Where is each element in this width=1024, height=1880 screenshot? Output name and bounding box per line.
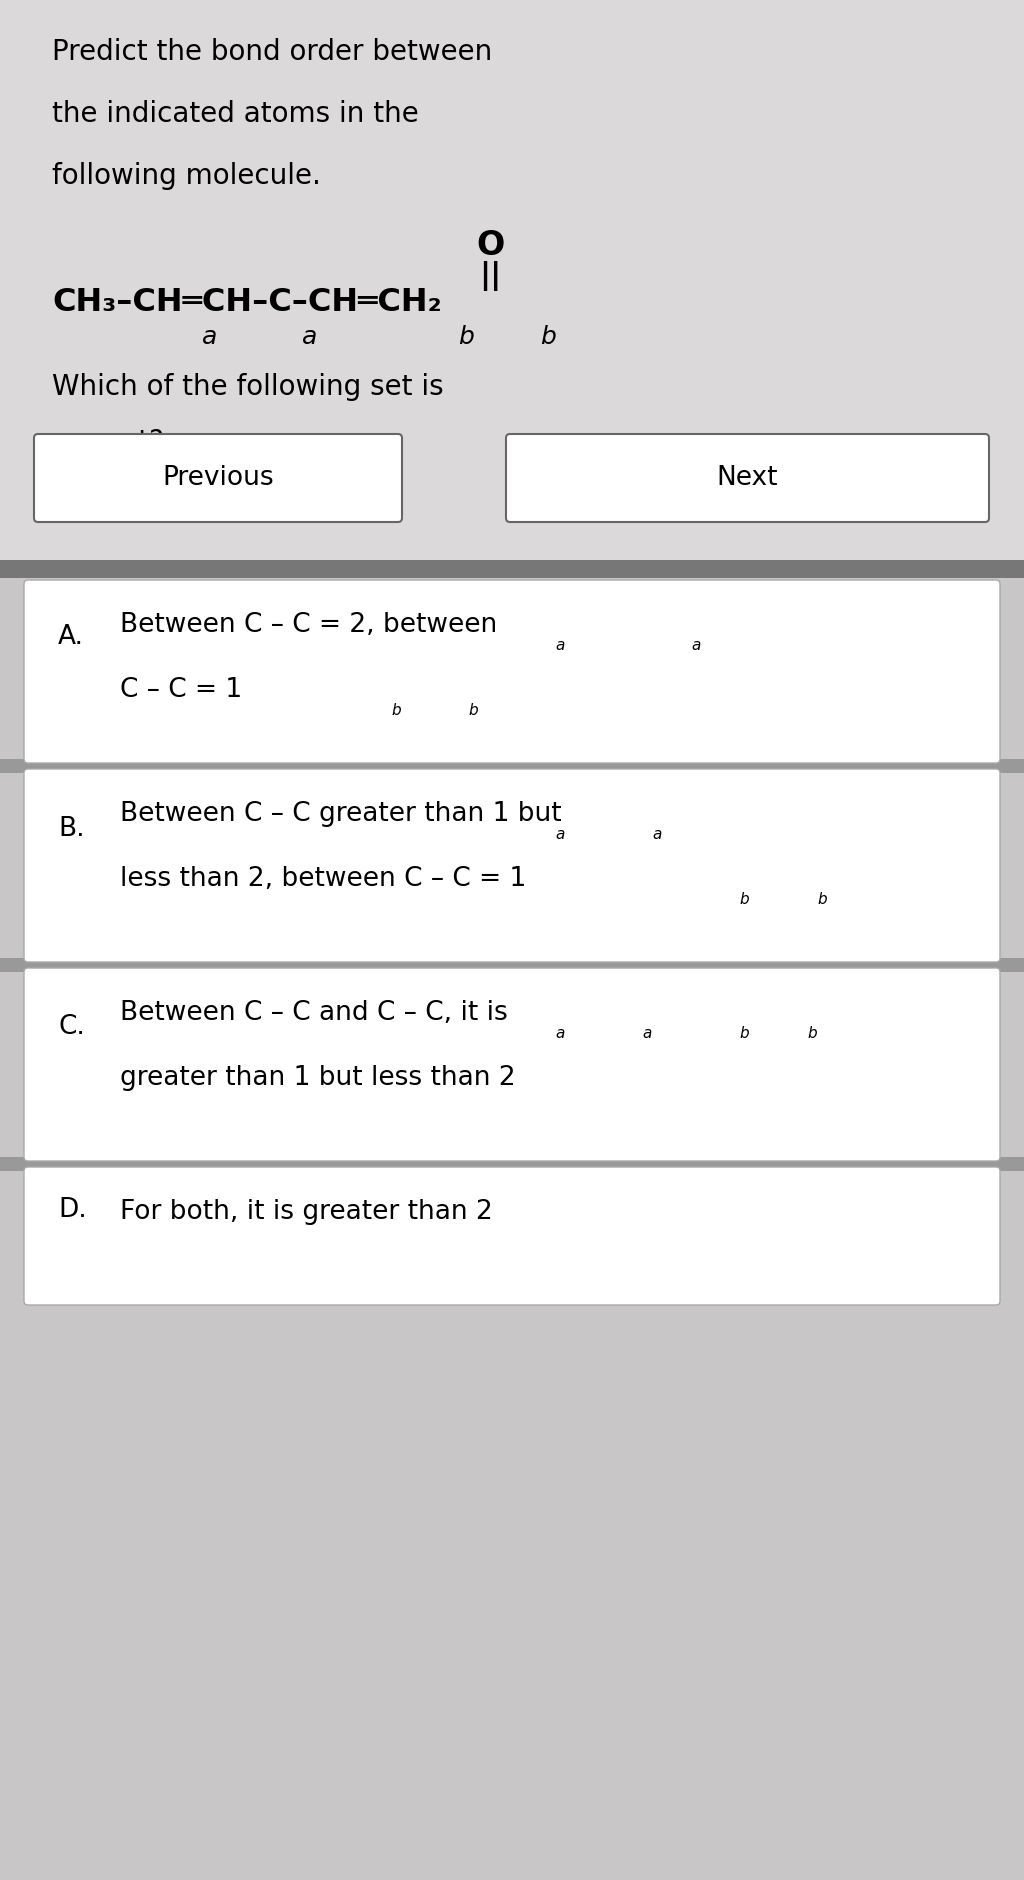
Text: correct?: correct?: [52, 429, 164, 457]
Text: Which of the following set is: Which of the following set is: [52, 372, 443, 400]
Text: b: b: [807, 1026, 817, 1042]
Text: a: a: [643, 1026, 652, 1042]
Text: Between C – C greater than 1 but: Between C – C greater than 1 but: [120, 801, 561, 827]
Text: a: a: [652, 827, 662, 842]
Text: b: b: [739, 891, 750, 906]
Text: b: b: [817, 891, 826, 906]
FancyBboxPatch shape: [506, 434, 989, 523]
Text: following molecule.: following molecule.: [52, 162, 321, 190]
Text: Between C – C = 2, between: Between C – C = 2, between: [120, 613, 498, 637]
Text: Next: Next: [716, 464, 778, 491]
Bar: [0, 0, 1024, 560]
Text: For both, it is greater than 2: For both, it is greater than 2: [120, 1199, 493, 1226]
Text: a: a: [203, 325, 218, 350]
Text: A.: A.: [58, 624, 84, 649]
Bar: [0, 560, 1024, 577]
Bar: [0, 1156, 1024, 1171]
Text: a: a: [556, 637, 565, 652]
Text: Between C – C and C – C, it is: Between C – C and C – C, it is: [120, 1000, 508, 1026]
Text: a: a: [302, 325, 317, 350]
Text: Previous: Previous: [162, 464, 273, 491]
Text: b: b: [739, 1026, 750, 1042]
Text: b: b: [458, 325, 474, 350]
Text: b: b: [391, 703, 400, 718]
Text: greater than 1 but less than 2: greater than 1 but less than 2: [120, 1064, 516, 1090]
FancyBboxPatch shape: [24, 769, 1000, 963]
Text: ||: ||: [479, 261, 501, 291]
FancyBboxPatch shape: [24, 581, 1000, 763]
Bar: [0, 760, 1024, 773]
Text: C – C = 1: C – C = 1: [120, 677, 242, 703]
FancyBboxPatch shape: [24, 1167, 1000, 1305]
Text: the indicated atoms in the: the indicated atoms in the: [52, 100, 419, 128]
Text: B.: B.: [58, 816, 85, 842]
Text: C.: C.: [58, 1015, 85, 1040]
Bar: [0, 959, 1024, 972]
Text: Predict the bond order between: Predict the bond order between: [52, 38, 493, 66]
FancyBboxPatch shape: [34, 434, 402, 523]
Text: CH₃–CH═CH–C–CH═CH₂: CH₃–CH═CH–C–CH═CH₂: [52, 288, 441, 318]
FancyBboxPatch shape: [24, 968, 1000, 1162]
Text: b: b: [540, 325, 556, 350]
Text: a: a: [556, 827, 565, 842]
Text: O: O: [476, 229, 504, 261]
Text: a: a: [556, 1026, 565, 1042]
Text: D.: D.: [58, 1198, 87, 1224]
Text: a: a: [691, 637, 700, 652]
Text: b: b: [469, 703, 478, 718]
Text: less than 2, between C – C = 1: less than 2, between C – C = 1: [120, 867, 526, 891]
